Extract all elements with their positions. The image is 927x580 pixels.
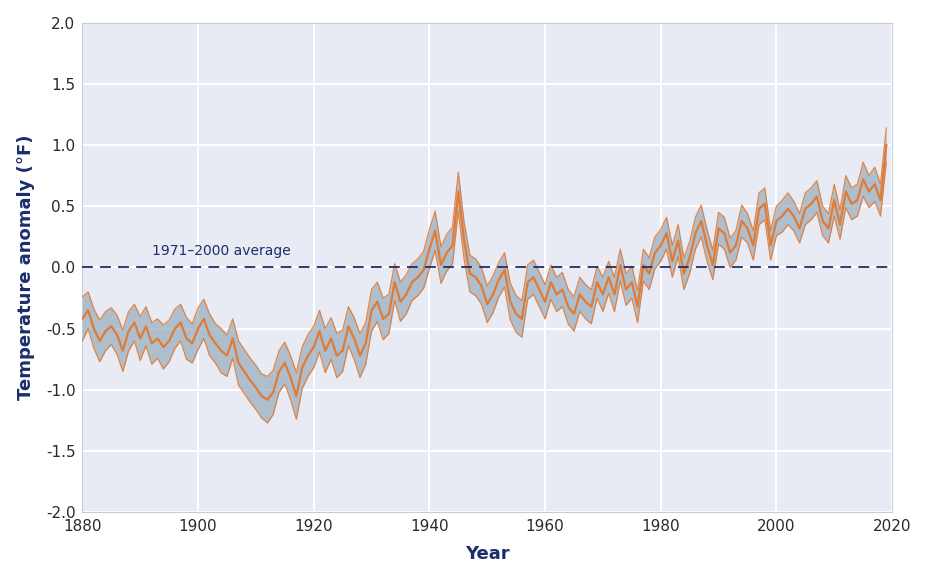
Y-axis label: Temperature anomaly (°F): Temperature anomaly (°F) — [17, 135, 34, 400]
X-axis label: Year: Year — [464, 545, 509, 563]
Text: 1971–2000 average: 1971–2000 average — [152, 244, 290, 258]
